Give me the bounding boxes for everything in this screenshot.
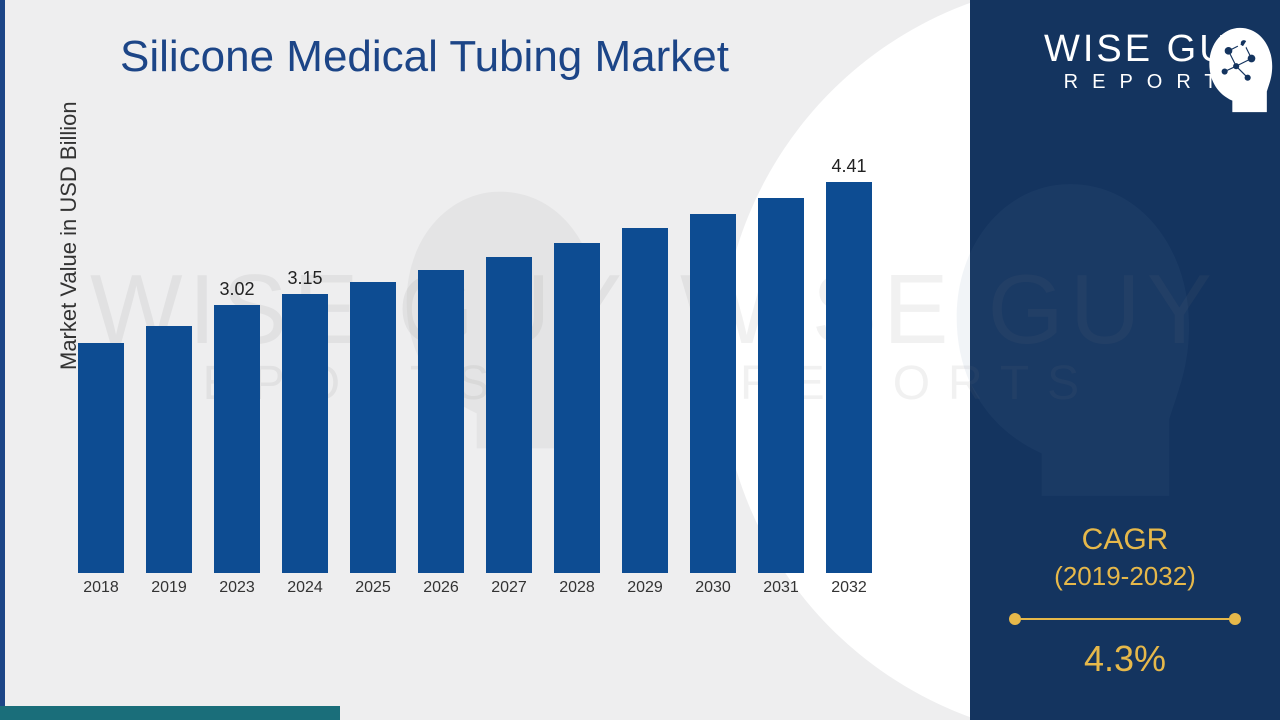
x-tick-label: 2032 [815,579,883,597]
x-tick-label: 2025 [339,579,407,597]
bar-chart: 3.02 3.15 4.41 201820192023202420252026202… [74,130,894,605]
x-tick-label: 2026 [407,579,475,597]
x-tick-label: 2024 [271,579,339,597]
logo-line2: REPORTS [1044,72,1258,92]
bar [146,326,192,573]
bar-value-label: 3.02 [214,279,260,300]
bar [418,270,464,573]
y-axis-label: Market Value in USD Billion [56,101,82,370]
bar [350,282,396,573]
x-tick-label: 2029 [611,579,679,597]
bottom-accent-bar [0,706,340,720]
x-tick-label: 2018 [67,579,135,597]
cagr-divider [1015,618,1235,620]
bar-value-label: 4.41 [826,156,872,177]
bar-value-label: 3.15 [282,268,328,289]
x-tick-label: 2031 [747,579,815,597]
x-tick-label: 2030 [679,579,747,597]
cagr-label: CAGR [970,523,1280,557]
bar [486,257,532,573]
bar: 3.02 [214,305,260,573]
bar [622,228,668,573]
chart-title: Silicone Medical Tubing Market [120,32,729,82]
cagr-block: CAGR (2019-2032) 4.3% [970,523,1280,680]
bar [78,343,124,573]
x-axis: 2018201920232024202520262027202820292030… [74,573,894,605]
x-tick-label: 2027 [475,579,543,597]
bar: 4.41 [826,182,872,573]
infographic-stage: WISE GUY REPORTS WISE GUY REPORTS WISE G… [0,0,1280,720]
brand-logo: WISE GUY REPORTS [1044,30,1258,92]
x-tick-label: 2023 [203,579,271,597]
bar [690,214,736,573]
plot-area: 3.02 3.15 4.41 [74,130,894,573]
x-tick-label: 2019 [135,579,203,597]
cagr-period: (2019-2032) [970,561,1280,592]
cagr-value: 4.3% [970,638,1280,680]
left-accent-strip [0,0,5,720]
watermark-head-icon [920,170,1220,510]
x-tick-label: 2028 [543,579,611,597]
bar: 3.15 [282,294,328,573]
bar [758,198,804,573]
bar [554,243,600,573]
logo-line1: WISE GUY [1044,30,1258,68]
